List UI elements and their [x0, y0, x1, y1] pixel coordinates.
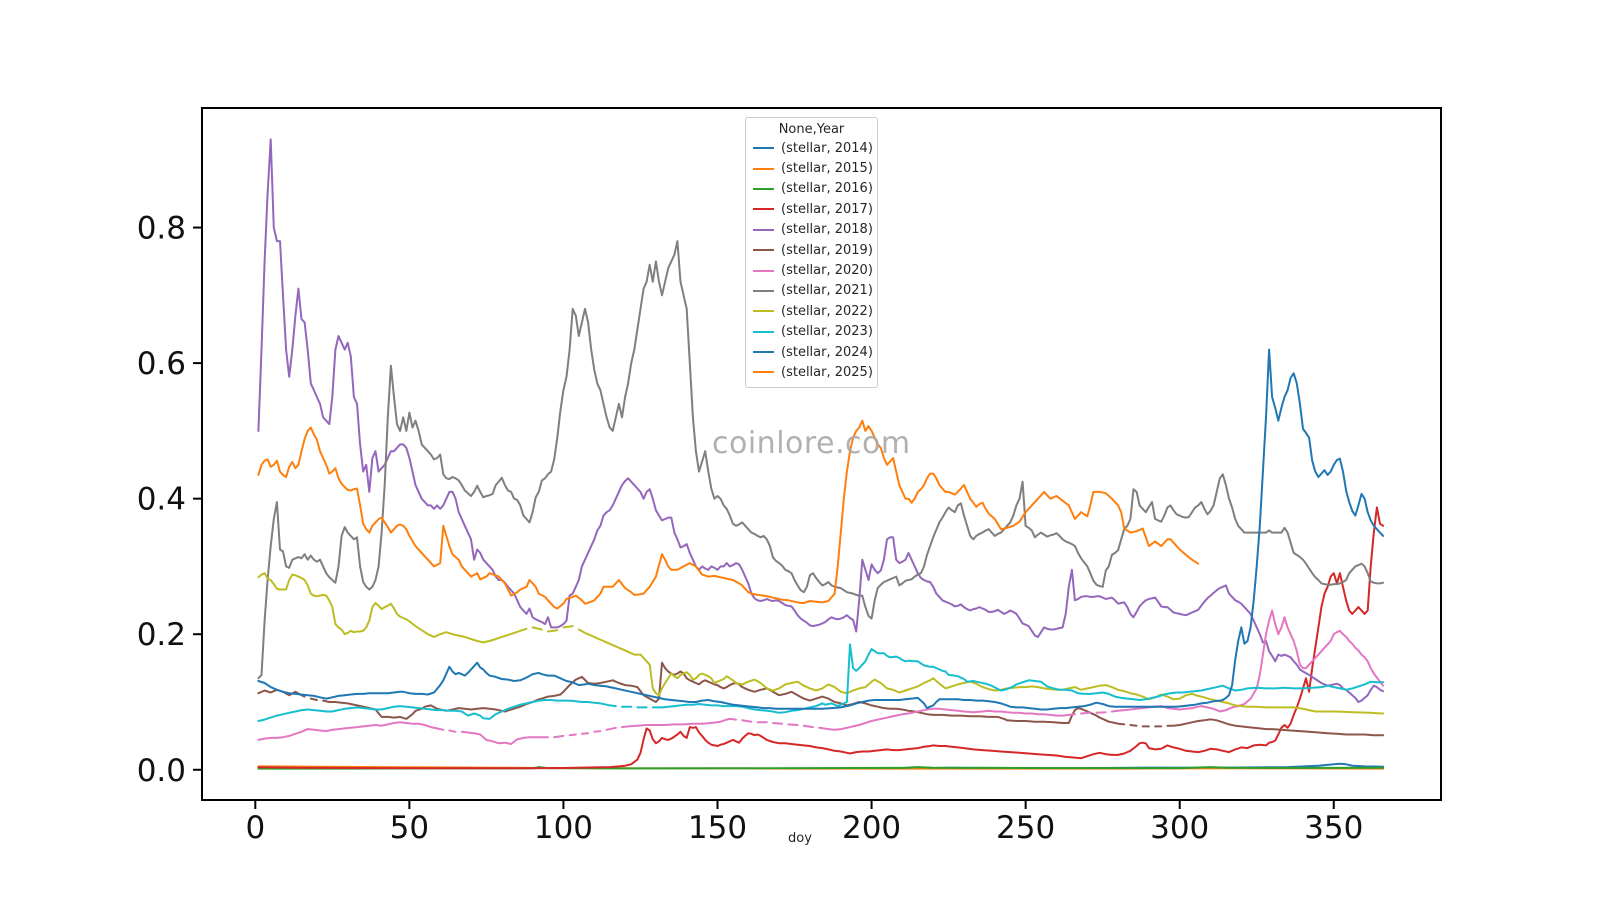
x-tick-label-350: 350	[1304, 810, 1363, 846]
legend-label-2022: (stellar, 2022)	[781, 303, 873, 319]
line-2020	[818, 707, 1076, 731]
line-2022	[257, 572, 528, 644]
legend-line-icon-2021	[753, 289, 774, 292]
line-2025	[257, 419, 1200, 610]
legend-item-2014: (stellar, 2014)	[746, 138, 877, 158]
line-2019	[1129, 724, 1138, 727]
x-tick-label-0: 0	[245, 810, 265, 846]
legend-label-2025: (stellar, 2025)	[781, 364, 873, 380]
legend: None,Year (stellar, 2014) (stellar, 2015)…	[745, 117, 878, 388]
line-2020	[772, 722, 784, 725]
line-2020	[621, 717, 737, 729]
legend-line-icon-2020	[753, 269, 774, 272]
x-tick-label-100: 100	[534, 810, 593, 846]
y-tick-label-0.2: 0.2	[137, 617, 186, 653]
legend-line-icon-2014	[753, 147, 774, 150]
legend-line-icon-2023	[753, 330, 774, 333]
line-2020	[568, 733, 577, 737]
line-2020	[580, 732, 590, 735]
watermark: coinlore.com	[712, 426, 911, 461]
line-2022	[562, 625, 574, 629]
legend-entries: (stellar, 2014) (stellar, 2015) (stellar, …	[746, 138, 877, 383]
y-tick-label-0.6: 0.6	[137, 346, 186, 382]
line-2019	[322, 661, 1126, 726]
legend-label-2016: (stellar, 2016)	[781, 181, 873, 197]
line-2022	[547, 629, 559, 633]
legend-label-2024: (stellar, 2024)	[781, 344, 873, 360]
plot-frame	[201, 107, 1442, 801]
x-tick-label-200: 200	[842, 810, 901, 846]
legend-label-2018: (stellar, 2018)	[781, 222, 873, 238]
line-2022	[531, 626, 543, 631]
legend-label-2014: (stellar, 2014)	[781, 140, 873, 156]
line-2019	[1166, 718, 1385, 737]
line-2020	[1095, 711, 1107, 714]
legend-item-2016: (stellar, 2016)	[746, 179, 877, 199]
line-2020	[460, 730, 549, 745]
legend-line-icon-2024	[753, 351, 774, 354]
y-tick-label-0.4: 0.4	[137, 482, 186, 518]
legend-label-2023: (stellar, 2023)	[781, 324, 873, 340]
legend-label-2015: (stellar, 2015)	[781, 161, 873, 177]
x-tick-label-50: 50	[390, 810, 429, 846]
y-tick-label-0.8: 0.8	[137, 211, 186, 247]
x-axis-label: doy	[788, 831, 812, 846]
legend-label-2017: (stellar, 2017)	[781, 201, 873, 217]
legend-item-2017: (stellar, 2017)	[746, 199, 877, 219]
legend-line-icon-2022	[753, 310, 774, 313]
legend-item-2021: (stellar, 2021)	[746, 281, 877, 301]
line-2023	[257, 699, 617, 722]
legend-line-icon-2019	[753, 249, 774, 252]
line-2020	[741, 719, 753, 723]
line-2020	[605, 726, 617, 731]
legend-label-2019: (stellar, 2019)	[781, 242, 873, 258]
legend-label-2020: (stellar, 2020)	[781, 263, 873, 279]
line-2023	[651, 643, 1385, 714]
legend-item-2023: (stellar, 2023)	[746, 322, 877, 342]
line-2020	[787, 723, 799, 726]
x-tick-label-300: 300	[1150, 810, 1209, 846]
line-2018	[257, 138, 1385, 703]
legend-item-2018: (stellar, 2018)	[746, 220, 877, 240]
line-2020	[257, 721, 445, 741]
legend-line-icon-2015	[753, 167, 774, 170]
x-tick-label-250: 250	[996, 810, 1055, 846]
line-2020	[1110, 609, 1385, 713]
legend-item-2019: (stellar, 2019)	[746, 240, 877, 260]
legend-item-2015: (stellar, 2015)	[746, 158, 877, 178]
line-2019	[309, 697, 318, 701]
line-2021	[257, 240, 1385, 680]
legend-line-icon-2018	[753, 228, 774, 231]
y-tick-label-0.0: 0.0	[137, 753, 186, 789]
legend-item-2025: (stellar, 2025)	[746, 362, 877, 382]
line-2020	[802, 724, 814, 729]
legend-line-icon-2016	[753, 187, 774, 190]
legend-line-icon-2025	[753, 371, 774, 374]
legend-item-2024: (stellar, 2024)	[746, 342, 877, 362]
line-2020	[593, 730, 602, 733]
line-2020	[448, 729, 457, 733]
line-2020	[1080, 711, 1092, 715]
legend-line-icon-2017	[753, 208, 774, 211]
line-2024	[257, 348, 1385, 711]
line-2020	[553, 734, 565, 739]
legend-item-2022: (stellar, 2022)	[746, 301, 877, 321]
line-2017	[257, 506, 1385, 770]
legend-title: None,Year	[778, 122, 845, 137]
x-tick-label-150: 150	[688, 810, 747, 846]
legend-item-2020: (stellar, 2020)	[746, 260, 877, 280]
legend-label-2021: (stellar, 2021)	[781, 283, 873, 299]
line-2022	[577, 628, 1385, 715]
